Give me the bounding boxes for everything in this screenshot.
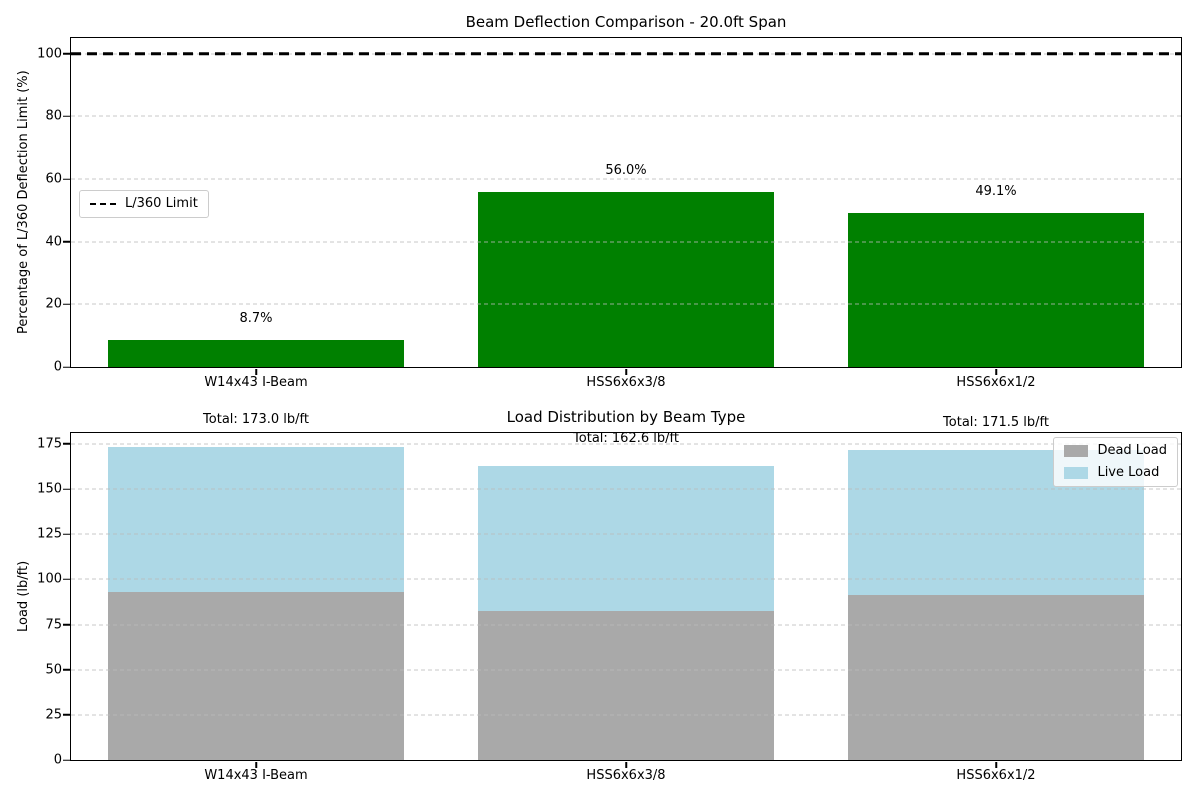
color-swatch-icon — [1064, 467, 1089, 479]
bar-value-label: 8.7% — [239, 310, 273, 326]
x-tick-label: HSS6x6x3/8 — [586, 768, 666, 783]
load-chart-title: Load Distribution by Beam Type — [506, 408, 746, 426]
legend-label: Dead Load — [1097, 443, 1167, 458]
y-tick — [63, 668, 70, 671]
bar-value-label: Total: 173.0 lb/ft — [203, 412, 309, 428]
y-tick-label: 75 — [45, 617, 62, 633]
grid-line — [71, 533, 1181, 535]
y-tick-label: 50 — [45, 662, 62, 678]
y-tick-label: 100 — [37, 571, 62, 587]
y-tick — [63, 366, 70, 368]
legend-entry-l-360-limit: L/360 Limit — [90, 196, 198, 212]
x-tick-label: HSS6x6x3/8 — [586, 375, 666, 390]
live-load-bar-hss6x6x3-8 — [478, 466, 774, 611]
dead-load-bar-w14x43-i-beam — [108, 591, 404, 760]
y-tick-label: 80 — [45, 108, 62, 124]
x-tick — [995, 761, 997, 768]
y-tick-label: 150 — [37, 481, 62, 497]
deflection-chart-title: Beam Deflection Comparison - 20.0ft Span — [465, 13, 787, 31]
dead-load-bar-hss6x6x1-2 — [848, 594, 1144, 760]
grid-line — [71, 115, 1181, 117]
grid-line — [71, 714, 1181, 716]
y-tick — [63, 714, 70, 716]
bar-value-label: 49.1% — [975, 184, 1017, 200]
legend: L/360 Limit — [79, 190, 209, 218]
grid-line — [71, 488, 1181, 490]
load-plot-area: Total: 173.0 lb/ft W14x43 I-Beam Total: 16… — [37, 413, 1182, 783]
y-tick — [63, 178, 70, 180]
y-tick-label: 40 — [45, 234, 62, 250]
y-tick — [63, 52, 70, 55]
x-tick — [255, 761, 257, 768]
y-tick-label: 0 — [53, 359, 62, 375]
live-load-bar-w14x43-i-beam — [108, 447, 404, 592]
x-tick-label: HSS6x6x1/2 — [956, 375, 1036, 390]
grid-line — [71, 178, 1181, 180]
x-tick — [625, 368, 627, 375]
x-tick-label: HSS6x6x1/2 — [956, 768, 1036, 783]
bar-w14x43-i-beam — [108, 339, 404, 367]
y-tick-label: 25 — [45, 707, 62, 723]
x-tick-label: W14x43 I-Beam — [204, 768, 308, 783]
y-tick-label: 100 — [37, 46, 62, 62]
bar-hss6x6x1-2 — [848, 213, 1144, 367]
grid-line — [71, 241, 1181, 243]
load-y-axis-label: Load (lb/ft) — [16, 560, 31, 633]
y-tick — [63, 488, 70, 490]
bar-value-label: Total: 162.6 lb/ft — [573, 431, 679, 447]
grid-line — [71, 578, 1181, 580]
legend: Dead Load Live Load — [1053, 437, 1178, 487]
grid-line — [71, 443, 1181, 445]
y-tick — [63, 303, 70, 306]
legend-entry-dead-load: Dead Load — [1064, 443, 1167, 459]
x-tick-label: W14x43 I-Beam — [204, 375, 308, 390]
y-tick-label: 125 — [37, 526, 62, 542]
y-tick-label: 60 — [45, 171, 62, 187]
x-tick — [625, 761, 627, 768]
y-tick-label: 20 — [45, 296, 62, 312]
grid-line — [71, 303, 1181, 305]
y-tick — [63, 759, 70, 761]
legend-label: Live Load — [1097, 465, 1160, 480]
bar-hss6x6x3-8 — [478, 191, 774, 367]
bar-value-label: Total: 171.5 lb/ft — [943, 415, 1049, 431]
legend-entry-live-load: Live Load — [1064, 465, 1167, 481]
y-tick — [63, 240, 70, 243]
dashed-line-icon — [90, 202, 116, 206]
y-tick — [63, 533, 70, 535]
limit-line — [71, 52, 1181, 55]
y-tick — [63, 115, 70, 118]
grid-line — [71, 669, 1181, 671]
grid-line — [71, 624, 1181, 626]
deflection-y-axis-label: Percentage of L/360 Deflection Limit (%) — [16, 70, 31, 335]
x-tick — [995, 368, 997, 375]
y-tick-label: 175 — [37, 436, 62, 452]
y-tick-label: 0 — [53, 752, 62, 768]
x-tick — [255, 368, 257, 375]
y-tick — [63, 443, 70, 445]
y-tick — [63, 578, 70, 581]
deflection-plot-area: 8.7% W14x43 I-Beam 56.0% HSS6x6x3/8 49.1% HSS… — [37, 37, 1182, 390]
bar-value-label: 56.0% — [605, 162, 647, 178]
y-tick — [63, 623, 70, 626]
color-swatch-icon — [1064, 445, 1089, 457]
dead-load-bar-hss6x6x3-8 — [478, 610, 774, 760]
legend-label: L/360 Limit — [125, 196, 198, 211]
